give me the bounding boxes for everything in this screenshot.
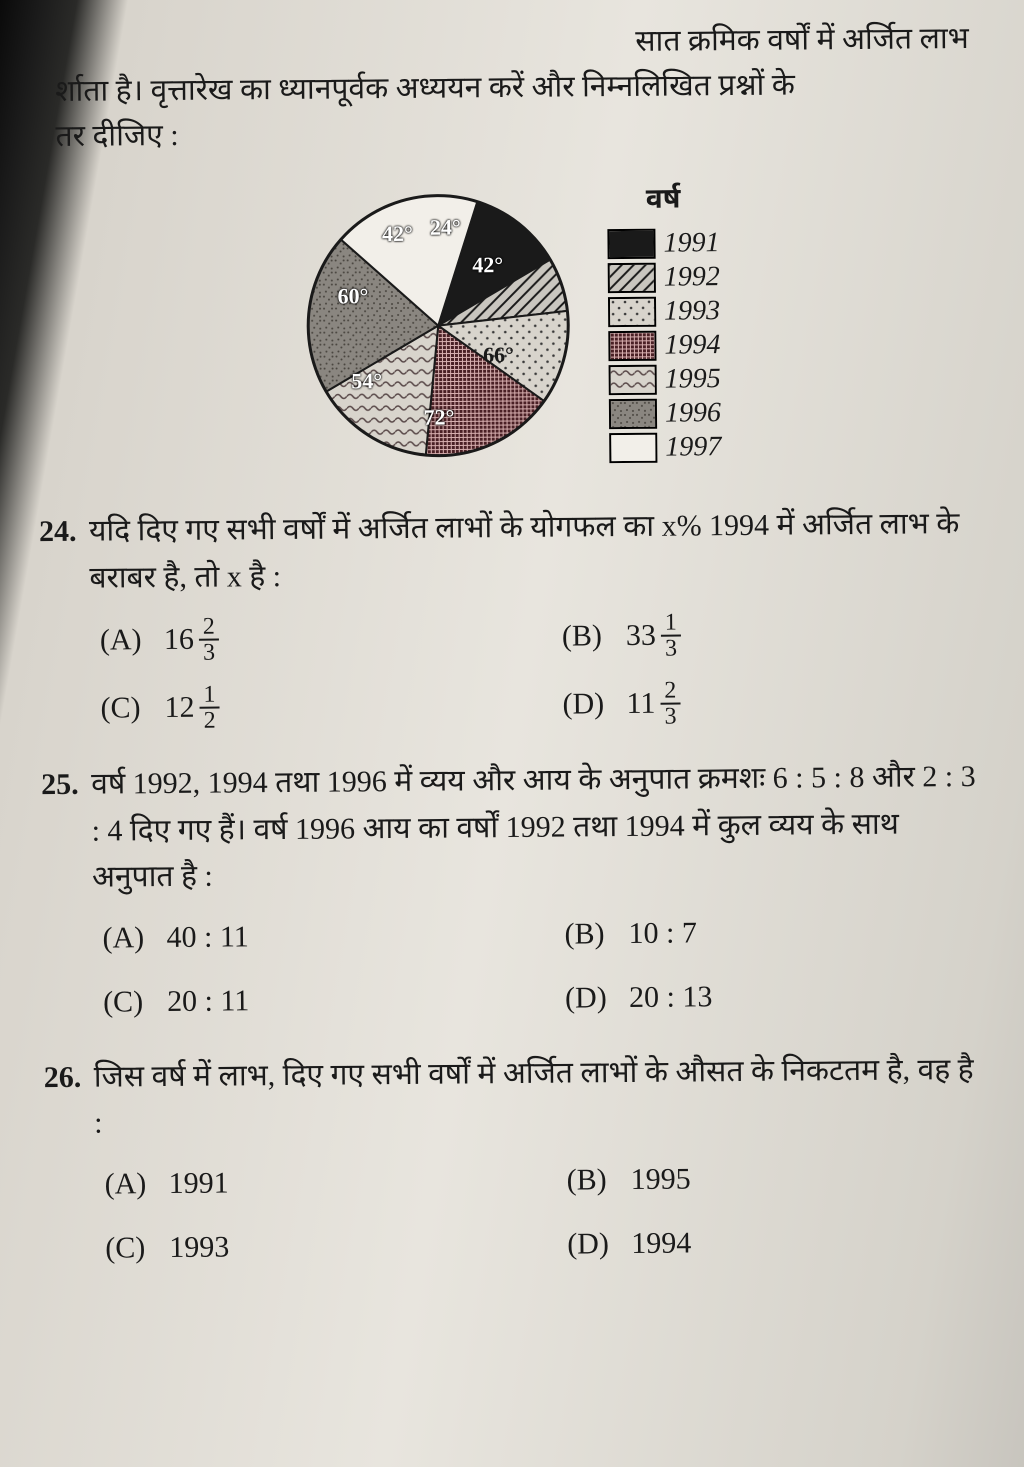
q25-option-c[interactable]: (C) 20 : 11 [103,976,525,1026]
q24-option-c[interactable]: (C) 12 12 [100,680,522,734]
q25-option-a[interactable]: (A) 40 : 11 [102,911,524,961]
legend-swatch-icon [608,297,656,327]
question-26: 26. जिस वर्ष में लाभ, दिए गए सभी वर्षों … [44,1046,990,1272]
q25-number: 25. [41,762,81,809]
legend-item-1991: 1991 [607,227,719,260]
option-label: (B) [564,911,618,958]
intro-top-right: सात क्रमिक वर्षों में अर्जित लाभ [55,16,979,69]
q24-option-b[interactable]: (B) 33 13 [562,608,984,662]
option-label: (A) [100,617,154,664]
option-value: 16 23 [164,615,219,665]
legend-swatch-icon [608,331,656,361]
option-value: 10 : 7 [628,910,697,957]
legend-label: 1997 [665,431,721,463]
option-label: (A) [102,915,156,962]
legend-label: 1993 [664,295,720,327]
legend-item-1995: 1995 [609,363,721,396]
intro-line1: र्शाता है। वृत्तारेख का ध्यानपूर्वक अध्य… [55,61,979,114]
q24-option-a[interactable]: (A) 16 23 [100,612,522,666]
question-24: 24. यदि दिए गए सभी वर्षों में अर्जित लाभ… [39,501,985,734]
legend-item-1997: 1997 [609,431,721,464]
option-value: 11 23 [626,679,680,729]
q25-option-b[interactable]: (B) 10 : 7 [564,907,986,957]
q25-text: वर्ष 1992, 1994 तथा 1996 में व्यय और आय … [91,754,986,901]
legend-title: वर्ष [646,184,681,220]
legend-label: 1996 [665,397,721,429]
q26-option-c[interactable]: (C) 1993 [105,1222,527,1272]
q24-option-d[interactable]: (D) 11 23 [562,676,984,730]
q26-text: जिस वर्ष में लाभ, दिए गए सभी वर्षों में … [94,1046,989,1147]
legend-label: 1992 [664,261,720,293]
pie-label-1993: 42° [382,221,413,247]
legend-item-1994: 1994 [608,329,720,362]
pie-chart: 42° 24° 42° 60° 54° 72° 66° [297,184,579,466]
q26-option-a[interactable]: (A) 1991 [104,1157,526,1207]
option-label: (B) [562,613,616,660]
option-value: 20 : 13 [629,974,713,1021]
legend-item-1992: 1992 [608,261,720,294]
option-label: (B) [566,1157,620,1204]
option-label: (C) [100,685,154,732]
option-value: 1994 [631,1220,691,1267]
option-label: (C) [105,1225,159,1272]
option-value: 1993 [169,1224,229,1271]
q26-option-b[interactable]: (B) 1995 [566,1153,988,1203]
legend-swatch-icon [609,365,657,395]
pie-label-1991: 42° [472,252,503,278]
legend-item-1993: 1993 [608,295,720,328]
pie-label-1995: 54° [351,368,382,394]
question-25: 25. वर्ष 1992, 1994 तथा 1996 में व्यय और… [41,754,987,1027]
legend-label: 1991 [663,227,719,259]
legend: वर्ष 1991 1992 1993 1994 1995 1996 1997 [607,183,721,464]
intro-line2: तर दीजिए : [55,106,979,159]
legend-swatch-icon [609,433,657,463]
chart-area: 42° 24° 42° 60° 54° 72° 66° वर्ष 1991 1992 199… [36,181,982,469]
option-label: (A) [104,1161,158,1208]
option-label: (D) [565,975,619,1022]
pie-label-1994: 60° [337,283,368,309]
pie-label-1992: 24° [430,214,461,240]
q24-number: 24. [39,509,79,556]
q25-option-d[interactable]: (D) 20 : 13 [565,972,987,1022]
legend-item-1996: 1996 [609,397,721,430]
legend-swatch-icon [608,263,656,293]
option-value: 40 : 11 [166,914,249,961]
option-value: 1995 [630,1156,690,1203]
option-label: (C) [103,979,157,1026]
legend-swatch-icon [609,399,657,429]
legend-label: 1994 [664,329,720,361]
legend-label: 1995 [665,363,721,395]
q24-text: यदि दिए गए सभी वर्षों में अर्जित लाभों क… [89,501,984,602]
option-value: 33 13 [626,611,681,661]
option-value: 1991 [168,1160,228,1207]
legend-swatch-icon [607,229,655,259]
q26-number: 26. [44,1054,84,1101]
q26-option-d[interactable]: (D) 1994 [567,1218,989,1268]
option-value: 12 12 [164,683,219,733]
option-value: 20 : 11 [167,978,250,1025]
option-label: (D) [567,1221,621,1268]
pie-label-1997: 66° [483,342,514,368]
option-label: (D) [562,681,616,728]
passage-intro: सात क्रमिक वर्षों में अर्जित लाभ र्शाता … [35,16,980,159]
pie-label-1996: 72° [424,404,455,430]
